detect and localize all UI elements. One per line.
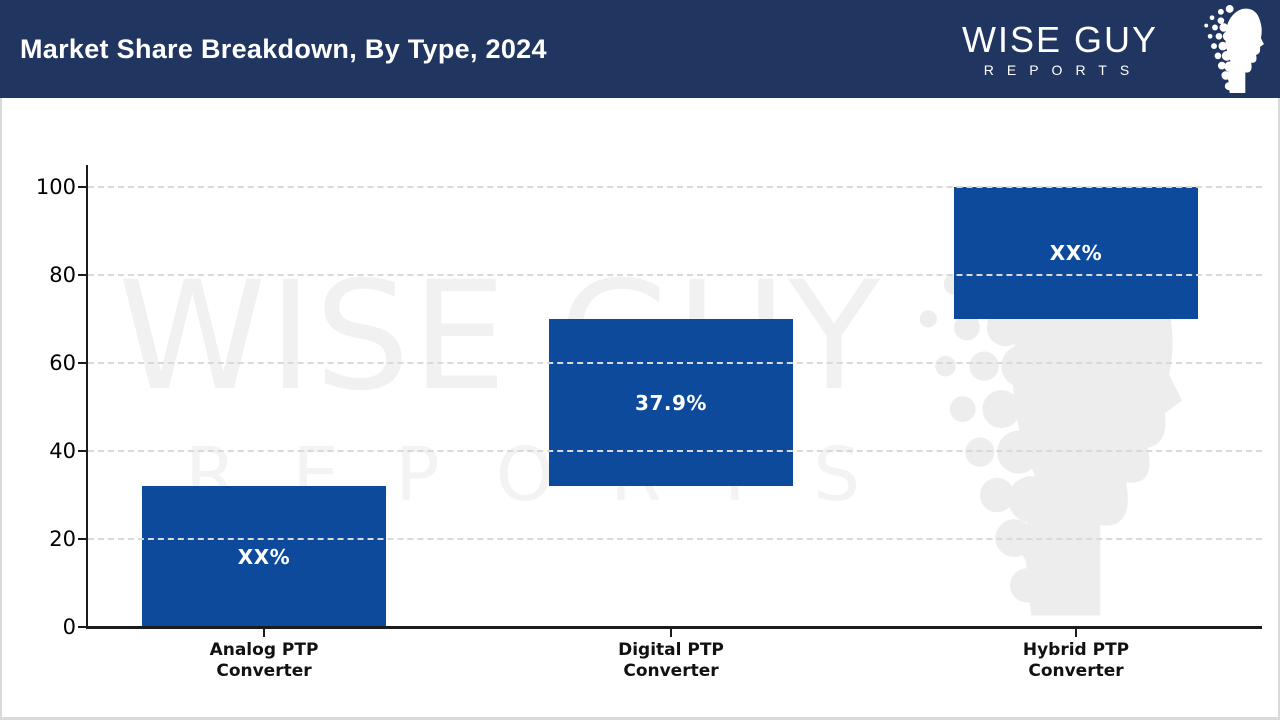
- gridline-y80: [88, 274, 1262, 276]
- y-tick-label-40: 40: [49, 439, 76, 463]
- y-tick-80: [78, 274, 86, 276]
- logo-wordmark: WISE GUY: [961, 18, 1158, 60]
- page-border-left: [0, 98, 2, 720]
- bar-value-label: XX%: [1049, 241, 1103, 266]
- x-category-label-1: Digital PTP Converter: [618, 640, 724, 681]
- bar-0: XX%: [142, 486, 386, 627]
- y-tick-label-80: 80: [49, 263, 76, 287]
- y-axis-line: [86, 165, 88, 629]
- y-tick-40: [78, 450, 86, 452]
- y-tick-label-60: 60: [49, 351, 76, 375]
- logo-text: WISE GUY REPORTS: [961, 18, 1158, 78]
- wiseguy-face-icon: [1204, 5, 1264, 93]
- x-tick-2: [1075, 629, 1077, 637]
- gridline-y20: [88, 538, 1262, 540]
- gridline-y100: [88, 186, 1262, 188]
- y-tick-20: [78, 538, 86, 540]
- bar-1: 37.9%: [549, 319, 793, 487]
- x-tick-1: [670, 629, 672, 637]
- x-axis-line: [86, 626, 1262, 629]
- x-category-label-2: Hybrid PTP Converter: [1022, 640, 1130, 681]
- page-border-right: [1278, 98, 1280, 720]
- logo-subtitle: REPORTS: [983, 61, 1143, 78]
- page-title: Market Share Breakdown, By Type, 2024: [20, 33, 547, 64]
- x-tick-0: [263, 629, 265, 637]
- gridline-y40: [88, 450, 1262, 452]
- bar-2: XX%: [954, 187, 1198, 320]
- wiseguy-logo: WISE GUY REPORTS: [962, 5, 1266, 93]
- header-band: Market Share Breakdown, By Type, 2024 WI…: [0, 0, 1280, 98]
- gridline-y60: [88, 362, 1262, 364]
- y-tick-label-100: 100: [35, 175, 76, 199]
- x-category-label-0: Analog PTP Converter: [209, 640, 319, 681]
- bar-value-label: 37.9%: [635, 390, 707, 415]
- y-tick-0: [78, 626, 86, 628]
- y-tick-label-20: 20: [49, 527, 76, 551]
- y-tick-100: [78, 186, 86, 188]
- page-border-bottom: [0, 717, 1280, 720]
- y-tick-label-0: 0: [62, 615, 76, 639]
- y-tick-60: [78, 362, 86, 364]
- bar-value-label: XX%: [237, 544, 291, 569]
